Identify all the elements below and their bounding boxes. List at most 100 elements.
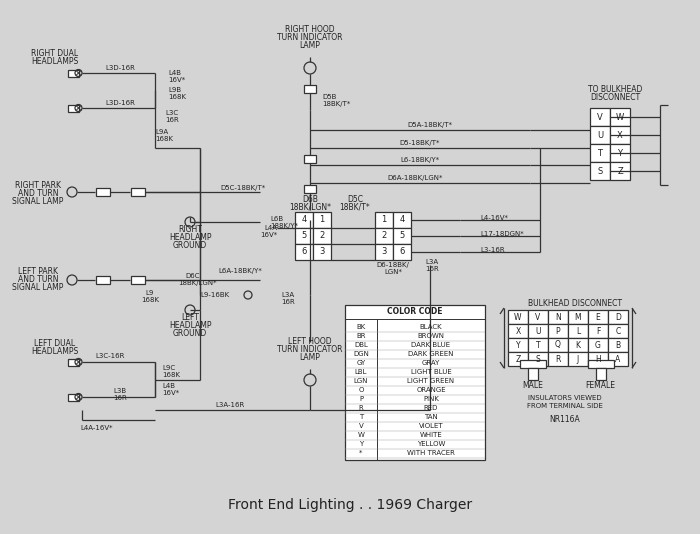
Bar bbox=[313, 244, 331, 260]
Bar bbox=[68, 105, 78, 112]
Bar bbox=[528, 338, 548, 352]
Bar bbox=[375, 212, 393, 228]
Text: HEADLAMPS: HEADLAMPS bbox=[32, 347, 78, 356]
Text: E: E bbox=[596, 312, 601, 321]
Text: TURN INDICATOR: TURN INDICATOR bbox=[277, 345, 343, 355]
Text: L6-18BK/Y*: L6-18BK/Y* bbox=[400, 157, 440, 163]
Text: DARK GREEN: DARK GREEN bbox=[408, 351, 454, 357]
Bar bbox=[528, 352, 548, 366]
Text: LBL: LBL bbox=[355, 369, 368, 375]
Text: Z: Z bbox=[515, 355, 521, 364]
Text: L6A-18BK/Y*: L6A-18BK/Y* bbox=[218, 268, 262, 274]
Text: RIGHT DUAL: RIGHT DUAL bbox=[32, 50, 78, 59]
Text: L4-16V*: L4-16V* bbox=[480, 215, 508, 221]
Text: VIOLET: VIOLET bbox=[419, 423, 443, 429]
Text: U: U bbox=[597, 130, 603, 139]
Bar bbox=[520, 360, 546, 368]
Text: TURN INDICATOR: TURN INDICATOR bbox=[277, 34, 343, 43]
Text: L17-18DGN*: L17-18DGN* bbox=[480, 231, 524, 237]
Text: Y: Y bbox=[516, 341, 520, 349]
Text: RIGHT: RIGHT bbox=[178, 225, 202, 234]
Bar bbox=[568, 310, 588, 324]
Bar bbox=[610, 108, 630, 126]
Bar bbox=[508, 338, 528, 352]
Text: 1: 1 bbox=[382, 216, 386, 224]
Text: 16R: 16R bbox=[425, 266, 439, 272]
Text: 16V*: 16V* bbox=[162, 390, 179, 396]
Bar bbox=[393, 212, 411, 228]
Text: 1: 1 bbox=[319, 216, 325, 224]
Text: WITH TRACER: WITH TRACER bbox=[407, 450, 455, 456]
Bar bbox=[588, 360, 614, 368]
Text: HEADLAMPS: HEADLAMPS bbox=[32, 58, 78, 67]
Text: BLACK: BLACK bbox=[420, 324, 442, 330]
Text: L4A: L4A bbox=[264, 225, 277, 231]
Bar bbox=[345, 305, 485, 460]
Bar bbox=[508, 310, 528, 324]
Bar bbox=[304, 85, 316, 93]
Text: J: J bbox=[577, 355, 579, 364]
Text: D6C: D6C bbox=[185, 273, 200, 279]
Text: B: B bbox=[615, 341, 621, 349]
Text: DARK BLUE: DARK BLUE bbox=[412, 342, 451, 348]
Text: V: V bbox=[358, 423, 363, 429]
Text: COLOR CODE: COLOR CODE bbox=[387, 308, 442, 317]
Bar bbox=[528, 310, 548, 324]
Text: Y: Y bbox=[617, 148, 622, 158]
Bar bbox=[610, 144, 630, 162]
Bar bbox=[508, 352, 528, 366]
Bar bbox=[548, 352, 568, 366]
Text: LEFT DUAL: LEFT DUAL bbox=[34, 339, 76, 348]
Text: Q: Q bbox=[555, 341, 561, 349]
Bar bbox=[610, 126, 630, 144]
Text: 18BK/T*: 18BK/T* bbox=[322, 101, 350, 107]
Text: WHITE: WHITE bbox=[419, 432, 442, 438]
Text: 5: 5 bbox=[400, 232, 405, 240]
Text: W: W bbox=[358, 432, 365, 438]
Bar bbox=[548, 338, 568, 352]
Text: 3: 3 bbox=[382, 247, 386, 256]
Text: S: S bbox=[597, 167, 603, 176]
Text: D6A-18BK/LGN*: D6A-18BK/LGN* bbox=[387, 175, 442, 181]
Bar bbox=[295, 212, 313, 228]
Text: 2: 2 bbox=[382, 232, 386, 240]
Bar bbox=[96, 276, 110, 284]
Text: 168K: 168K bbox=[141, 297, 159, 303]
Bar bbox=[375, 244, 393, 260]
Text: FEMALE: FEMALE bbox=[585, 381, 615, 389]
Text: M: M bbox=[575, 312, 581, 321]
Bar bbox=[313, 228, 331, 244]
Text: L3A: L3A bbox=[282, 292, 295, 298]
Bar bbox=[608, 338, 628, 352]
Text: N: N bbox=[555, 312, 561, 321]
Text: L3C: L3C bbox=[165, 110, 178, 116]
Bar bbox=[304, 185, 316, 193]
Text: LEFT HOOD: LEFT HOOD bbox=[288, 337, 332, 347]
Text: SIGNAL LAMP: SIGNAL LAMP bbox=[13, 284, 64, 293]
Bar bbox=[610, 162, 630, 180]
Text: P: P bbox=[359, 396, 363, 402]
Bar bbox=[608, 324, 628, 338]
Text: P: P bbox=[556, 326, 560, 335]
Text: LIGHT BLUE: LIGHT BLUE bbox=[411, 369, 452, 375]
Text: L4B: L4B bbox=[162, 383, 175, 389]
Text: L4B: L4B bbox=[168, 70, 181, 76]
Bar bbox=[393, 244, 411, 260]
Bar bbox=[608, 352, 628, 366]
Text: 168K: 168K bbox=[168, 94, 186, 100]
Text: X: X bbox=[617, 130, 623, 139]
Text: L6B: L6B bbox=[270, 216, 283, 222]
Text: T: T bbox=[536, 341, 540, 349]
Text: L9A: L9A bbox=[155, 129, 168, 135]
Text: R: R bbox=[555, 355, 561, 364]
Bar bbox=[68, 69, 78, 76]
Text: INSULATORS VIEWED: INSULATORS VIEWED bbox=[528, 395, 602, 401]
Text: R: R bbox=[358, 405, 363, 411]
Text: GROUND: GROUND bbox=[173, 329, 207, 339]
Text: NR116A: NR116A bbox=[550, 415, 580, 425]
Text: A: A bbox=[615, 355, 621, 364]
Bar bbox=[588, 324, 608, 338]
Text: BK: BK bbox=[356, 324, 365, 330]
Text: ORANGE: ORANGE bbox=[416, 387, 446, 393]
Bar bbox=[588, 338, 608, 352]
